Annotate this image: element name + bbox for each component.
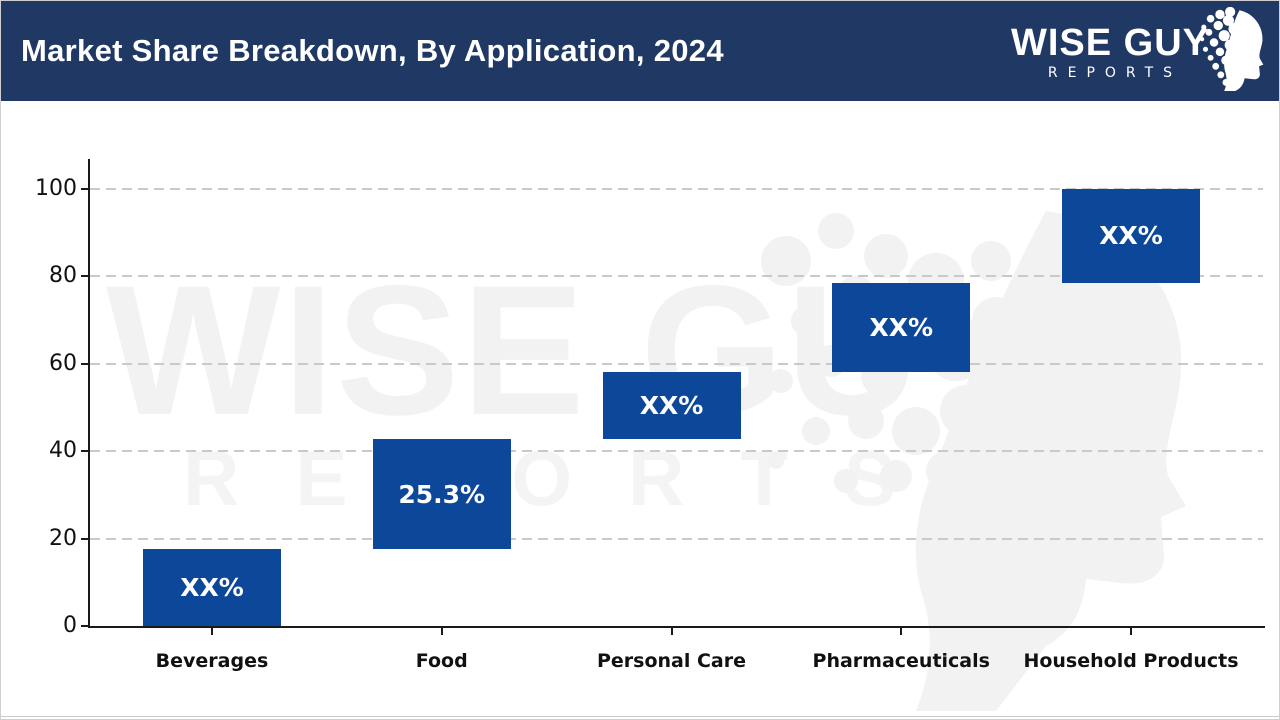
gridline: [90, 450, 1263, 452]
y-tick-label: 80: [49, 263, 77, 288]
figure-bottom-border: [1, 716, 1279, 717]
y-axis: [88, 159, 90, 628]
x-axis: [88, 626, 1265, 628]
y-tick-label: 100: [35, 175, 77, 201]
x-category-label: Personal Care: [596, 650, 747, 672]
y-tick-mark: [81, 450, 90, 452]
bar-personal-care: XX%: [602, 372, 741, 439]
gridline: [90, 187, 1263, 190]
watermark-subtext: REPORTS: [183, 434, 953, 522]
gridline: [90, 537, 1263, 540]
gridline: [90, 275, 1263, 277]
bar-beverages: XX%: [143, 549, 281, 626]
y-tick-mark: [81, 362, 90, 365]
y-tick-mark: [81, 537, 90, 540]
y-tick-label: 40: [49, 438, 77, 463]
bar-value-label: XX%: [1099, 221, 1163, 251]
x-tick-mark: [211, 628, 213, 635]
y-tick-mark: [81, 275, 90, 277]
logo-subtext: REPORTS: [1047, 64, 1183, 81]
x-tick-mark: [1130, 628, 1132, 635]
x-category-label: Household Products: [1023, 650, 1239, 672]
y-tick-label: 0: [63, 613, 77, 638]
header-bar: Market Share Breakdown, By Application, …: [1, 1, 1279, 101]
logo-wordmark: WISE GUY: [1010, 21, 1209, 64]
bar-value-label: XX%: [869, 313, 934, 343]
bar-pharmaceuticals: XX%: [832, 283, 971, 373]
gridline: [90, 362, 1263, 365]
y-tick-mark: [81, 625, 90, 627]
x-category-label: Food: [415, 650, 468, 672]
y-tick-label: 20: [49, 525, 77, 551]
y-tick-mark: [81, 187, 90, 190]
x-tick-mark: [440, 628, 443, 635]
bar-value-label: XX%: [180, 573, 244, 603]
logo-head-icon: [1199, 7, 1264, 91]
x-tick-mark: [900, 628, 903, 635]
page-title: Market Share Breakdown, By Application, …: [21, 33, 724, 68]
y-tick-label: 60: [49, 350, 77, 376]
bar-value-label: 25.3%: [398, 479, 486, 509]
x-category-label: Pharmaceuticals: [812, 650, 990, 672]
bar-value-label: XX%: [639, 391, 704, 420]
x-tick-mark: [670, 628, 673, 635]
logo: WISE GUY REPORTS: [1011, 7, 1265, 95]
bar-food: 25.3%: [372, 438, 511, 550]
watermark-head-graphic: [761, 211, 1186, 711]
bar-household-products: XX%: [1062, 188, 1200, 284]
x-category-label: Beverages: [155, 650, 269, 672]
logo-text: WISE GUY REPORTS: [1011, 22, 1209, 81]
